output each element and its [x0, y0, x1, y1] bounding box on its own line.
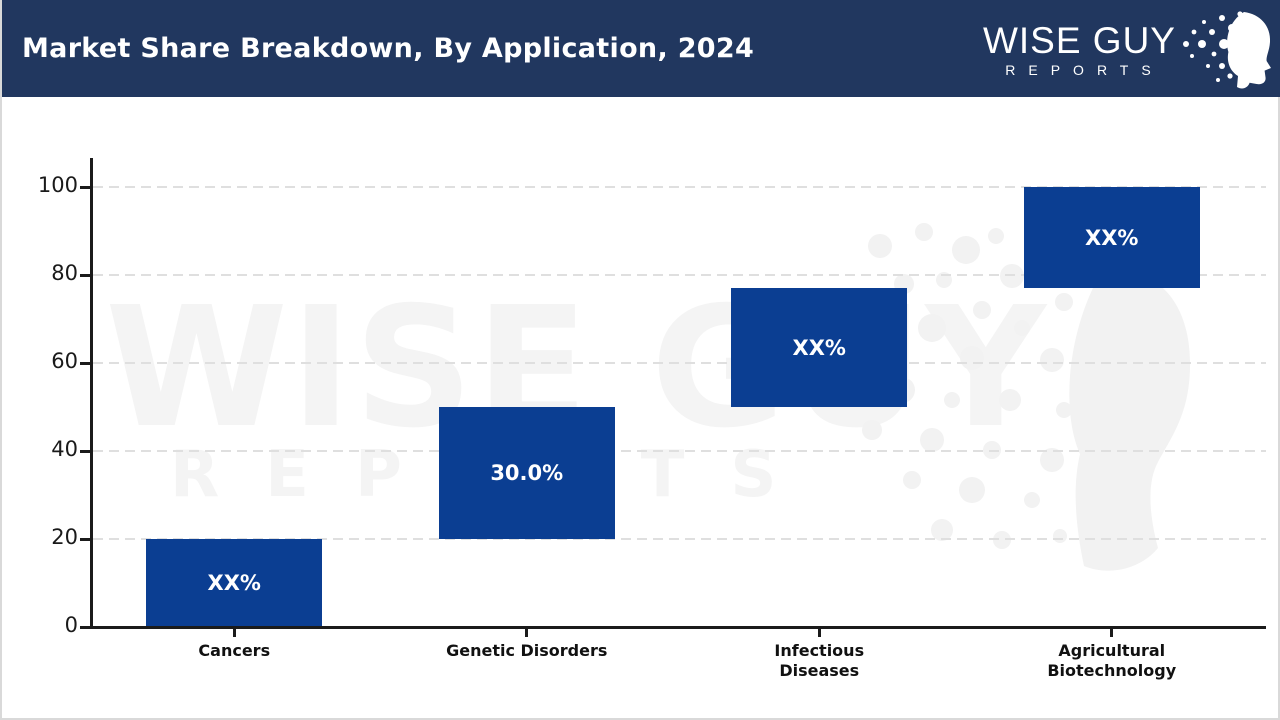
gridline	[93, 450, 1266, 452]
bar-value-label: 30.0%	[490, 461, 564, 485]
bar-segment: XX%	[146, 539, 323, 627]
bar-value-label: XX%	[207, 571, 261, 595]
gridline	[93, 538, 1266, 540]
bar-segment: 30.0%	[438, 407, 615, 539]
y-tick-label: 0	[64, 613, 78, 637]
y-tick-mark	[80, 449, 90, 453]
y-axis-line	[90, 158, 93, 629]
x-tick-mark	[232, 629, 236, 637]
y-tick-mark	[80, 185, 90, 189]
gridline	[93, 186, 1266, 188]
x-tick-mark	[1110, 629, 1114, 637]
logo-reports-label: REPORTS	[1005, 61, 1164, 78]
bar-value-label: XX%	[792, 335, 846, 360]
y-tick-mark	[80, 625, 90, 629]
x-axis-line	[90, 626, 1266, 629]
y-tick-mark	[80, 273, 90, 277]
x-tick-mark	[525, 629, 529, 637]
y-tick-label: 100	[37, 173, 78, 197]
y-tick-label: 40	[51, 437, 78, 461]
category-label: Infectious Diseases	[774, 641, 865, 680]
logo-wiseguy-label: WISE GUY	[982, 19, 1176, 61]
category-label: Genetic Disorders	[446, 641, 608, 660]
wiseguy-logo-text: WISE GUY REPORTS	[982, 19, 1176, 78]
wiseguy-logo: WISE GUY REPORTS	[983, 6, 1274, 92]
bar-value-label: XX%	[1085, 225, 1139, 250]
header-bar: Market Share Breakdown, By Application, …	[2, 0, 1280, 97]
category-label: Agricultural Biotechnology	[1047, 641, 1177, 680]
gridline	[93, 362, 1266, 364]
gridline	[93, 274, 1266, 276]
bar-segment: XX%	[731, 288, 908, 407]
y-tick-label: 60	[51, 349, 78, 373]
wiseguy-head-icon	[1183, 11, 1271, 89]
y-tick-mark	[80, 537, 90, 541]
category-label: Cancers	[198, 641, 271, 660]
chart-title: Market Share Breakdown, By Application, …	[22, 33, 755, 64]
y-tick-label: 20	[51, 525, 78, 549]
x-tick-mark	[817, 629, 821, 637]
y-tick-mark	[80, 361, 90, 365]
y-tick-label: 80	[51, 261, 78, 285]
bar-segment: XX%	[1023, 187, 1200, 289]
